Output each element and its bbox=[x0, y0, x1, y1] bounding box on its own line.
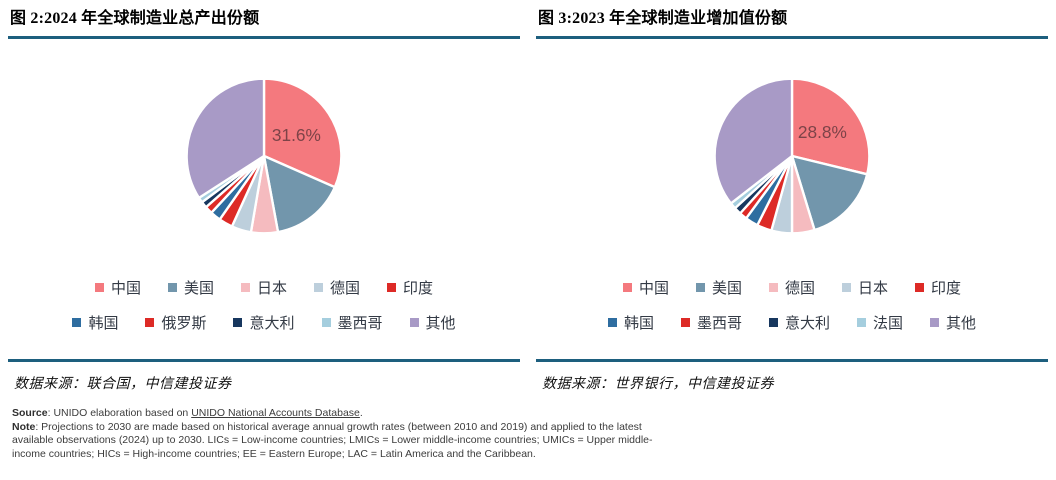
legend-label: 德国 bbox=[784, 281, 815, 297]
legend-swatch bbox=[314, 283, 323, 292]
legend-item-墨西哥: 墨西哥 bbox=[680, 312, 742, 333]
figure-3-title: 图 3:2023 年全球制造业增加值份额 bbox=[538, 10, 788, 27]
legend-swatch bbox=[915, 283, 925, 292]
pie-slice-美国 bbox=[262, 154, 337, 234]
legend-item-意大利: 意大利 bbox=[233, 312, 295, 333]
legend-label: 日本 bbox=[858, 281, 889, 297]
legend-swatch bbox=[857, 318, 866, 327]
legend-row: 中国 美国 日本 德国 印度 bbox=[8, 277, 520, 298]
pie-data-label: 31.6% bbox=[272, 125, 321, 145]
legend-item-印度: 印度 bbox=[387, 277, 433, 298]
legend-swatch bbox=[842, 283, 851, 292]
legend-label: 德国 bbox=[330, 281, 361, 297]
legend-item-法国: 法国 bbox=[857, 312, 903, 333]
legend-item-中国: 中国 bbox=[622, 277, 669, 298]
legend-swatch bbox=[607, 318, 617, 327]
legend-label: 意大利 bbox=[249, 316, 295, 332]
legend-row: 韩国 墨西哥 意大利 法国 其他 bbox=[536, 312, 1048, 333]
legend-label: 中国 bbox=[110, 281, 141, 297]
legend-label: 日本 bbox=[256, 281, 287, 297]
footer-rule bbox=[8, 359, 520, 362]
figure-3-source: 数据来源：世界银行，中信建投证券 bbox=[542, 377, 774, 392]
figure-2-title: 图 2:2024 年全球制造业总产出份额 bbox=[10, 10, 260, 27]
legend-swatch bbox=[768, 283, 778, 292]
footnote-source-text: : UNIDO elaboration based on bbox=[47, 407, 192, 419]
figure-2-source: 数据来源：联合国，中信建投证券 bbox=[14, 377, 232, 392]
pie-data-label: 28.8% bbox=[798, 122, 847, 142]
legend-item-意大利: 意大利 bbox=[768, 312, 830, 333]
legend-swatch bbox=[695, 283, 705, 292]
figure-3-panel: 图 3:2023 年全球制造业增加值份额 28.8% 中国 美国 德国 日本 印度韩国 墨… bbox=[536, 0, 1048, 393]
legend-label: 俄罗斯 bbox=[161, 316, 207, 332]
legend-item-日本: 日本 bbox=[240, 277, 287, 298]
pie-slice-其他 bbox=[713, 77, 794, 206]
pie-slice-中国 bbox=[790, 77, 871, 176]
legend-row: 韩国 俄罗斯 意大利 墨西哥 其他 bbox=[8, 312, 520, 333]
legend-swatch bbox=[145, 318, 155, 327]
title-rule bbox=[8, 36, 520, 39]
legend-swatch bbox=[321, 318, 331, 327]
legend-item-美国: 美国 bbox=[695, 277, 742, 298]
legend-swatch bbox=[768, 318, 778, 327]
footnote-source-label: Source bbox=[12, 407, 48, 419]
legend-item-韩国: 韩国 bbox=[607, 312, 654, 333]
legend-swatch bbox=[622, 283, 632, 292]
figures-row: 图 2:2024 年全球制造业总产出份额 31.6% 中国 美国 日本 德国 印度韩国 俄… bbox=[8, 0, 1048, 393]
legend-label: 墨西哥 bbox=[337, 316, 383, 332]
legend-swatch bbox=[930, 318, 940, 327]
figure-3-legend: 中国 美国 德国 日本 印度韩国 墨西哥 意大利 法国 其他 bbox=[536, 277, 1048, 333]
legend-swatch bbox=[387, 283, 397, 292]
legend-label: 其他 bbox=[425, 316, 456, 332]
legend-item-俄罗斯: 俄罗斯 bbox=[145, 312, 206, 333]
legend-label: 印度 bbox=[403, 281, 434, 297]
legend-swatch bbox=[72, 318, 82, 327]
legend-label: 韩国 bbox=[623, 316, 654, 332]
legend-item-印度: 印度 bbox=[915, 277, 961, 298]
legend-item-墨西哥: 墨西哥 bbox=[321, 312, 383, 333]
legend-label: 墨西哥 bbox=[696, 316, 742, 332]
pie-slice-中国 bbox=[262, 77, 343, 189]
legend-swatch bbox=[680, 318, 690, 327]
legend-swatch bbox=[167, 283, 177, 292]
legend-swatch bbox=[409, 318, 419, 327]
legend-item-德国: 德国 bbox=[314, 277, 360, 298]
footnote-source-tail: . bbox=[359, 407, 363, 419]
legend-label: 其他 bbox=[946, 316, 977, 332]
footnote-note-text: : Projections to 2030 are made based on … bbox=[12, 420, 653, 460]
legend-item-日本: 日本 bbox=[842, 277, 888, 298]
legend-label: 美国 bbox=[183, 281, 214, 297]
legend-label: 韩国 bbox=[88, 316, 119, 332]
figure-2-legend: 中国 美国 日本 德国 印度韩国 俄罗斯 意大利 墨西哥 其他 bbox=[8, 277, 520, 333]
pie-slice-美国 bbox=[790, 154, 869, 232]
legend-label: 中国 bbox=[638, 281, 669, 297]
pie-chart-value-added-share: 28.8% bbox=[713, 77, 871, 235]
legend-item-中国: 中国 bbox=[94, 277, 141, 298]
footnote-block: Source: UNIDO elaboration based on UNIDO… bbox=[8, 393, 660, 461]
footnote-note-line: Note: Projections to 2030 are made based… bbox=[12, 421, 658, 462]
legend-swatch bbox=[94, 283, 104, 292]
title-rule bbox=[536, 36, 1048, 39]
legend-swatch bbox=[240, 283, 250, 292]
pie-slice-其他 bbox=[185, 77, 266, 200]
footer-rule bbox=[536, 359, 1048, 362]
legend-label: 美国 bbox=[711, 281, 742, 297]
legend-item-韩国: 韩国 bbox=[72, 312, 118, 333]
legend-label: 印度 bbox=[931, 281, 962, 297]
legend-item-其他: 其他 bbox=[930, 312, 976, 333]
footnote-note-label: Note bbox=[12, 420, 36, 433]
pie-chart-output-share: 31.6% bbox=[185, 77, 343, 235]
unido-database-link[interactable]: UNIDO National Accounts Database bbox=[191, 407, 360, 419]
legend-label: 法国 bbox=[873, 316, 904, 332]
footnote-source-line: Source: UNIDO elaboration based on UNIDO… bbox=[12, 407, 658, 421]
legend-row: 中国 美国 德国 日本 印度 bbox=[536, 277, 1048, 298]
legend-label: 意大利 bbox=[784, 316, 830, 332]
legend-swatch bbox=[233, 318, 243, 327]
figure-2-chart-area: 31.6% bbox=[8, 39, 520, 247]
figure-3-chart-area: 28.8% bbox=[536, 39, 1048, 247]
legend-item-其他: 其他 bbox=[409, 312, 456, 333]
legend-item-德国: 德国 bbox=[768, 277, 815, 298]
legend-item-美国: 美国 bbox=[167, 277, 214, 298]
figure-2-panel: 图 2:2024 年全球制造业总产出份额 31.6% 中国 美国 日本 德国 印度韩国 俄… bbox=[8, 0, 520, 393]
